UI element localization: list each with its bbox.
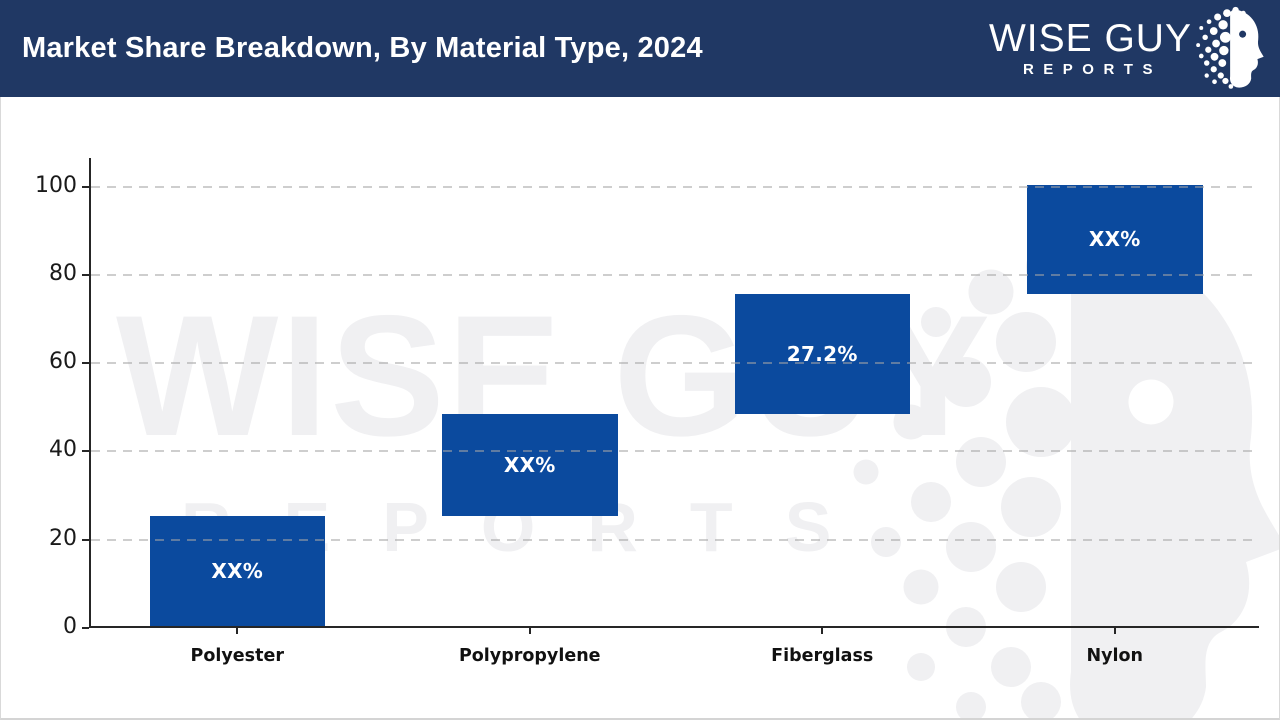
y-tick-mark	[82, 538, 89, 541]
logo-text-line1: WISE GUY	[988, 17, 1192, 60]
bar-value-label: XX%	[1088, 227, 1141, 252]
y-tick-label: 40	[49, 437, 77, 463]
bar-fiberglass: 27.2%	[734, 294, 910, 415]
logo-text-line2: REPORTS	[1022, 61, 1162, 78]
x-label-nylon: Nylon	[1086, 646, 1144, 666]
chart-title: Market Share Breakdown, By Material Type…	[22, 32, 703, 64]
wise-guy-logo: WISE GUY REPORTS	[989, 6, 1266, 92]
bar-polypropylene: XX%	[442, 414, 618, 516]
y-tick-mark	[82, 450, 89, 453]
bar-value-label: XX%	[211, 558, 264, 583]
y-tick-label: 80	[49, 260, 77, 286]
x-label-polyester: Polyester	[190, 646, 284, 666]
x-label-polypropylene: Polypropylene	[458, 646, 601, 666]
y-tick-label: 0	[63, 614, 77, 639]
gridline-y-20	[91, 538, 1259, 541]
y-tick-mark	[82, 362, 89, 365]
x-tick-mark	[821, 628, 824, 634]
x-tick-mark	[528, 628, 531, 634]
bar-value-label: XX%	[503, 452, 556, 477]
bar-value-label: 27.2%	[786, 342, 858, 367]
gridline-y-100	[91, 185, 1259, 188]
y-tick-mark	[82, 273, 89, 276]
bar-nylon: XX%	[1027, 184, 1203, 295]
gridline-y-60	[91, 362, 1259, 365]
plot-area: 0 20 40 60 80 100 XX% Polyester XX% Polypropylene…	[35, 158, 1259, 666]
gridline-y-80	[91, 273, 1259, 276]
x-tick-mark	[1113, 628, 1116, 634]
bar-polyester: XX%	[149, 515, 325, 626]
x-label-fiberglass: Fiberglass	[771, 646, 874, 666]
y-tick-label: 20	[49, 525, 77, 551]
gridline-y-40	[91, 450, 1259, 453]
y-tick-label: 60	[49, 349, 77, 375]
header-bar: Market Share Breakdown, By Material Type…	[0, 0, 1280, 97]
y-tick-mark	[82, 185, 89, 188]
y-tick-mark	[82, 627, 89, 629]
y-tick-label: 100	[35, 172, 77, 198]
logo-wordmark: WISE GUY REPORTS	[989, 19, 1192, 78]
x-tick-mark	[236, 628, 239, 634]
logo-head-icon	[1196, 6, 1264, 89]
chart-card: WISE GUY REPORTS 0 20 40 60 80 100 XX% Polyeste…	[0, 97, 1280, 720]
